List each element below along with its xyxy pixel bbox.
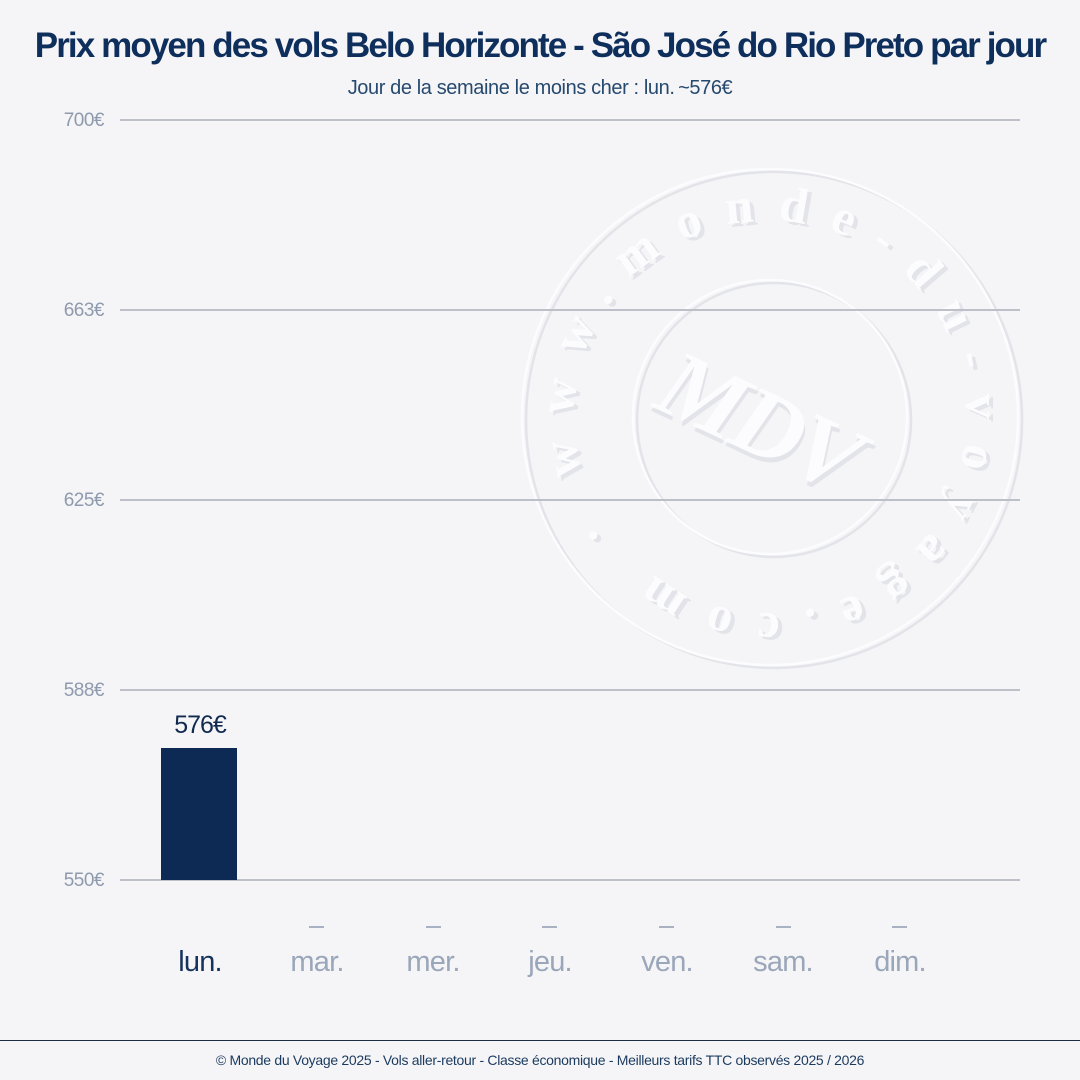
svg-text:MDV: MDV [641,328,885,518]
